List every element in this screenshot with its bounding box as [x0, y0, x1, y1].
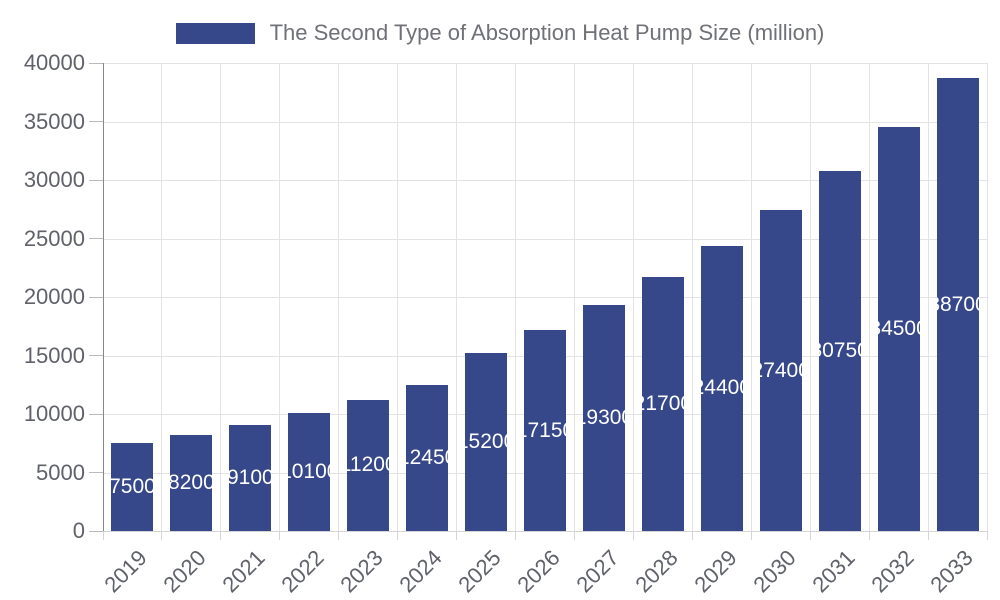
y-axis-tick: [89, 62, 103, 64]
x-axis-tick: [161, 531, 163, 540]
bar-value-label: 9100: [229, 465, 272, 489]
y-axis-tick: [89, 238, 103, 239]
y-tick-label: 40000: [23, 50, 85, 75]
x-axis-tick: [986, 531, 988, 540]
y-tick-label: 35000: [23, 108, 85, 134]
x-axis-tick: [750, 531, 752, 540]
y-tick-label: 30000: [23, 167, 85, 192]
y-axis-tick: [89, 179, 103, 181]
y-axis-tick: [89, 472, 103, 473]
x-axis-tick: [809, 531, 811, 540]
x-gridline: [750, 63, 752, 531]
bar-value-label: 15200: [465, 430, 507, 454]
bar-value-label: 11200: [347, 453, 389, 477]
bar-2031[interactable]: 30750: [818, 171, 861, 531]
y-axis-tick: [89, 530, 103, 532]
bar-2028[interactable]: 21700: [641, 277, 684, 531]
y-tick-label: 5000: [36, 459, 85, 485]
legend-label: The Second Type of Absorption Heat Pump …: [269, 20, 825, 45]
x-axis-tick: [515, 531, 517, 540]
bar-2033[interactable]: 38700: [936, 78, 979, 531]
bar-value-label: 7500: [111, 475, 154, 499]
x-gridline: [691, 63, 693, 531]
bar-value-label: 27400: [760, 358, 802, 382]
legend: The Second Type of Absorption Heat Pump …: [0, 20, 1000, 46]
legend-item[interactable]: The Second Type of Absorption Heat Pump …: [175, 20, 825, 46]
x-axis-tick: [632, 531, 634, 540]
x-gridline: [986, 63, 988, 531]
y-axis-tick: [89, 296, 103, 298]
x-axis-line: [103, 531, 987, 532]
x-gridline: [161, 63, 163, 531]
y-gridline: [103, 63, 987, 64]
x-tick-label-2019: 2019: [99, 545, 153, 598]
y-axis-tick: [89, 413, 103, 415]
bar-value-label: 12450: [406, 446, 448, 470]
bar-value-label: 8200: [170, 471, 213, 495]
x-gridline: [338, 63, 340, 531]
bar-2022[interactable]: 10100: [288, 412, 331, 531]
bar-2021[interactable]: 9100: [229, 424, 272, 531]
bar-value-label: 10100: [288, 459, 330, 483]
x-axis-tick: [456, 531, 458, 540]
x-gridline: [809, 63, 811, 531]
x-axis-tick: [691, 531, 693, 540]
bar-2032[interactable]: 34500: [877, 127, 920, 531]
bar-2024[interactable]: 12450: [406, 385, 449, 531]
y-axis-line: [103, 63, 104, 531]
x-axis-tick: [220, 531, 222, 540]
y-axis-tick: [89, 121, 103, 122]
x-axis-tick: [927, 531, 929, 540]
bar-value-label: 24400: [701, 376, 743, 400]
bar-2026[interactable]: 17150: [524, 330, 566, 531]
x-gridline: [515, 63, 517, 531]
y-gridline: [103, 180, 987, 181]
bar-value-label: 38700: [937, 292, 979, 316]
y-axis-tick: [89, 355, 103, 356]
bar-2023[interactable]: 11200: [347, 399, 390, 531]
x-gridline: [927, 63, 929, 531]
y-gridline: [103, 121, 987, 123]
bar-2025[interactable]: 15200: [465, 353, 508, 531]
x-axis-tick: [338, 531, 340, 540]
bar-value-label: 34500: [878, 317, 920, 341]
y-tick-label: 0: [72, 518, 85, 543]
x-gridline: [220, 63, 222, 531]
legend-swatch-icon: [175, 22, 255, 44]
x-axis-tick: [397, 531, 399, 540]
x-axis-tick: [102, 531, 104, 540]
bar-2019[interactable]: 7500: [111, 443, 154, 531]
bar-value-label: 17150: [524, 418, 566, 442]
y-tick-label: 15000: [23, 342, 85, 368]
plot-area: 0 5000 10000 15000 20000 25000 30000 35000 40000…: [24, 51, 988, 597]
x-axis-tick: [279, 531, 281, 540]
y-gridline: [103, 297, 987, 298]
y-gridline: [103, 238, 987, 240]
x-gridline: [573, 63, 575, 531]
bar-value-label: 19300: [583, 406, 625, 430]
x-axis-tick: [573, 531, 575, 540]
x-axis-tick: [868, 531, 870, 540]
bar-2029[interactable]: 24400: [700, 245, 743, 531]
y-tick-label: 20000: [23, 284, 85, 309]
bar-2030[interactable]: 27400: [759, 210, 802, 531]
x-gridline: [397, 63, 399, 531]
x-gridline: [632, 63, 634, 531]
x-gridline: [456, 63, 458, 531]
bar-value-label: 30750: [819, 339, 861, 363]
y-tick-label: 10000: [23, 401, 85, 426]
y-tick-label: 25000: [23, 225, 85, 251]
bar-2020[interactable]: 8200: [170, 435, 213, 531]
x-gridline: [279, 63, 281, 531]
bar-2027[interactable]: 19300: [582, 305, 625, 531]
x-gridline: [868, 63, 870, 531]
bar-value-label: 21700: [642, 392, 684, 416]
